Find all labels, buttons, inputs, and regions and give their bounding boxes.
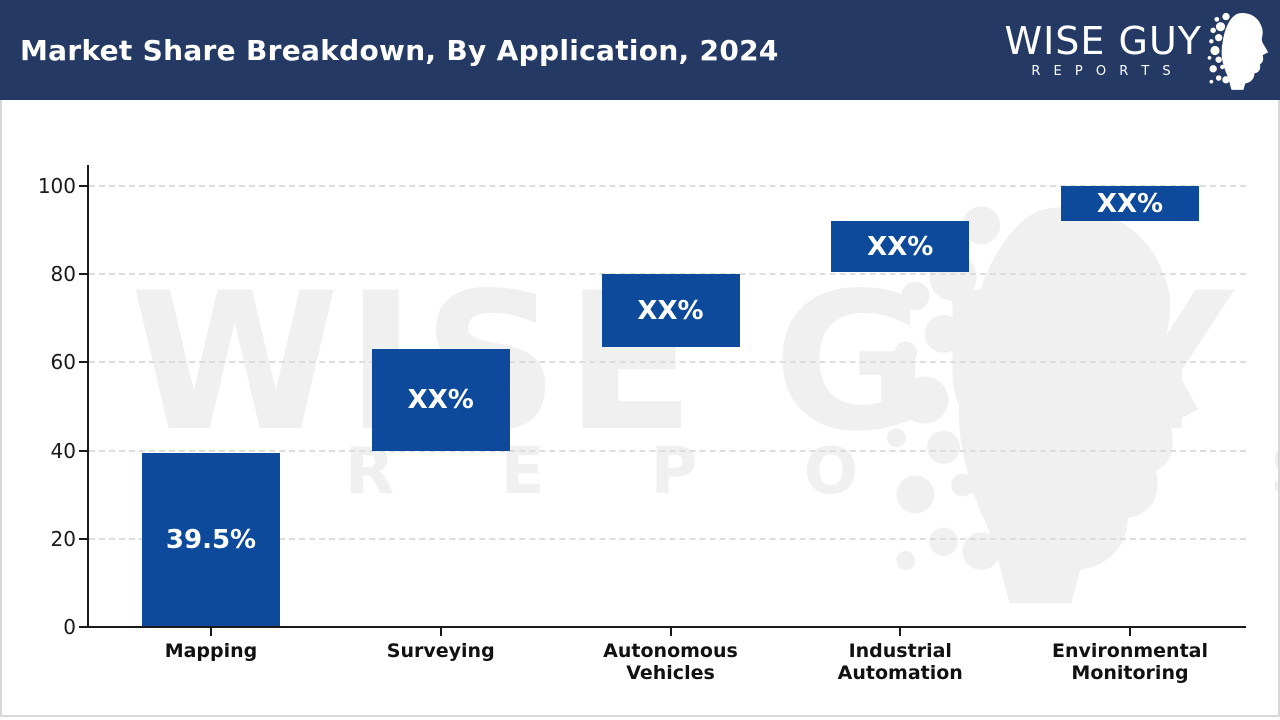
y-tick-label-100: 100 [37,174,76,198]
y-tick-80 [79,273,88,276]
y-tick-100 [79,185,88,187]
logo-text: WISE GUY R E P O R T S [1005,22,1202,79]
y-tick-20 [79,537,88,540]
gridline-20 [89,537,1246,540]
bar-mapping: 39.5% [142,452,280,627]
y-tick-60 [79,361,88,364]
y-tick-label-80: 80 [50,262,76,287]
gridline-100 [89,185,1246,187]
bar-value-label: XX% [867,231,934,262]
y-tick-label-60: 60 [50,350,76,375]
x-tick-0 [210,628,212,636]
frame-left-border [0,100,2,716]
category-label-4: Environmental Monitoring [1052,640,1208,684]
y-tick-label-40: 40 [50,438,76,463]
x-tick-1 [439,628,442,636]
y-axis-line [87,165,89,628]
x-axis-line [87,626,1246,628]
bar-environmental-monitoring: XX% [1061,186,1199,222]
gridline-40 [89,449,1246,452]
category-label-0: Mapping [164,640,258,662]
logo-wordmark: WISE GUY [1004,18,1202,63]
frame-bottom-border [0,715,1280,717]
x-tick-2 [669,628,672,636]
page-title: Market Share Breakdown, By Application, … [20,33,779,67]
bar-value-label: XX% [637,295,704,326]
header: Market Share Breakdown, By Application, … [0,0,1280,100]
y-tick-0 [79,626,88,628]
gridline-60 [89,361,1246,364]
logo-subtitle: R E P O R T S [1031,63,1176,79]
category-label-3: Industrial Automation [837,640,963,684]
bar-autonomous-vehicles: XX% [601,274,740,347]
category-label-2: Autonomous Vehicles [603,640,738,684]
x-tick-3 [899,628,902,636]
bar-surveying: XX% [371,349,510,451]
wise-guy-reports-logo: WISE GUY R E P O R T S [1005,10,1270,91]
y-tick-40 [79,449,88,452]
x-tick-4 [1129,628,1131,636]
bar-industrial-automation: XX% [831,221,970,272]
bar-value-label: XX% [1096,188,1164,219]
y-tick-label-20: 20 [50,526,76,551]
frame-right-border [1278,100,1280,716]
bar-value-label: XX% [407,384,474,415]
y-tick-label-0: 0 [63,615,76,639]
bar-value-label: 39.5% [165,524,257,555]
category-label-1: Surveying [386,640,495,662]
